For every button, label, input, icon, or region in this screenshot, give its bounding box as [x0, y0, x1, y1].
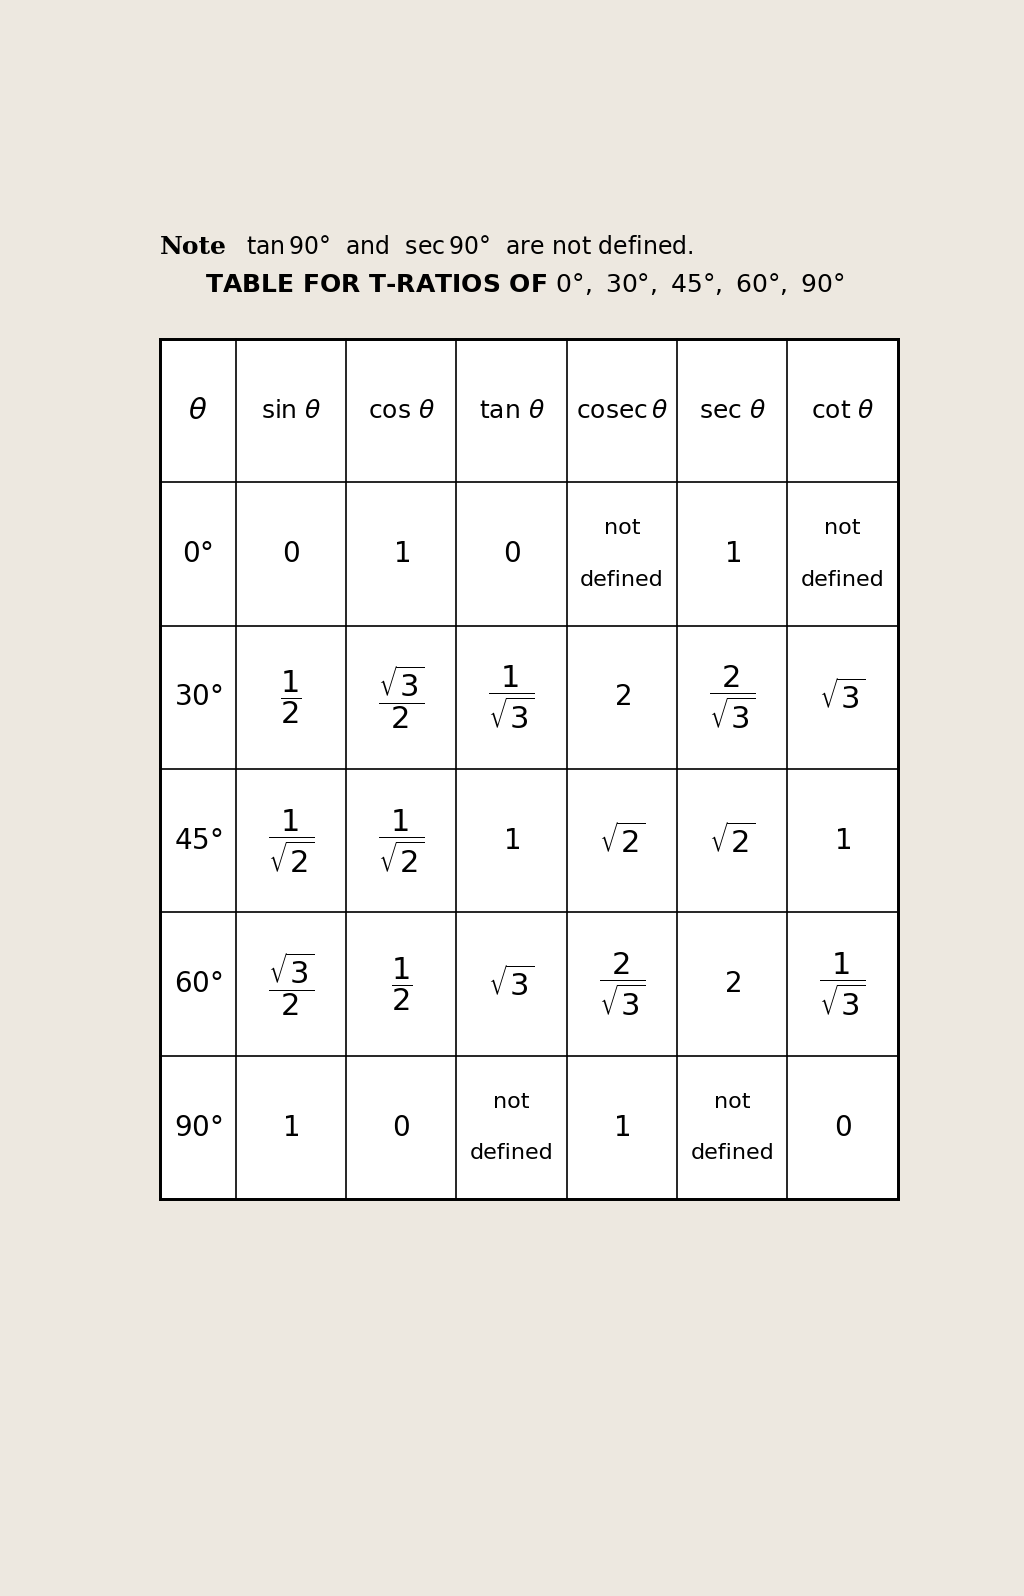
- Text: $2$: $2$: [724, 970, 740, 998]
- Text: $\sin\,\theta$: $\sin\,\theta$: [261, 399, 322, 423]
- Text: $60°$: $60°$: [173, 970, 222, 998]
- Text: $\tan\,\theta$: $\tan\,\theta$: [478, 399, 545, 423]
- Text: $45°$: $45°$: [173, 827, 222, 855]
- Text: defined: defined: [801, 570, 885, 591]
- Text: $\sqrt{2}$: $\sqrt{2}$: [710, 824, 756, 859]
- Text: defined: defined: [690, 1143, 774, 1163]
- Text: TABLE FOR T-RATIOS OF $0°,\ 30°,\ 45°,\ 60°,\ 90°$: TABLE FOR T-RATIOS OF $0°,\ 30°,\ 45°,\ …: [205, 271, 845, 297]
- Text: $0$: $0$: [503, 539, 520, 568]
- Text: $90°$: $90°$: [173, 1114, 222, 1141]
- Text: $0$: $0$: [834, 1114, 852, 1141]
- Text: $0$: $0$: [282, 539, 300, 568]
- Text: $\tan 90°$  and  $\sec 90°$  are not defined.: $\tan 90°$ and $\sec 90°$ are not define…: [231, 235, 694, 259]
- Text: $1$: $1$: [613, 1114, 631, 1141]
- Text: not: not: [494, 1092, 529, 1112]
- Text: $\dfrac{1}{\sqrt{2}}$: $\dfrac{1}{\sqrt{2}}$: [378, 808, 425, 875]
- Text: not: not: [714, 1092, 751, 1112]
- Text: $2$: $2$: [613, 683, 631, 712]
- Text: $1$: $1$: [503, 827, 520, 855]
- Text: $1$: $1$: [724, 539, 740, 568]
- Text: defined: defined: [581, 570, 664, 591]
- Text: $\dfrac{1}{\sqrt{2}}$: $\dfrac{1}{\sqrt{2}}$: [268, 808, 314, 875]
- Text: $\mathrm{cosec}\,\theta$: $\mathrm{cosec}\,\theta$: [575, 399, 668, 423]
- Text: $\sqrt{3}$: $\sqrt{3}$: [819, 680, 866, 715]
- Text: $1$: $1$: [283, 1114, 299, 1141]
- Text: $\cot\,\theta$: $\cot\,\theta$: [811, 399, 874, 423]
- Text: $\cos\,\theta$: $\cos\,\theta$: [368, 399, 435, 423]
- Text: $0$: $0$: [392, 1114, 411, 1141]
- Text: $\sec\,\theta$: $\sec\,\theta$: [698, 399, 766, 423]
- Text: defined: defined: [470, 1143, 554, 1163]
- Text: $\sqrt{3}$: $\sqrt{3}$: [488, 966, 535, 1002]
- Text: $\dfrac{\sqrt{3}}{2}$: $\dfrac{\sqrt{3}}{2}$: [268, 951, 314, 1018]
- Text: $\theta$: $\theta$: [188, 397, 208, 425]
- Text: Note: Note: [160, 235, 226, 259]
- Text: $\dfrac{1}{\sqrt{3}}$: $\dfrac{1}{\sqrt{3}}$: [488, 664, 535, 731]
- Text: $\dfrac{2}{\sqrt{3}}$: $\dfrac{2}{\sqrt{3}}$: [710, 664, 756, 731]
- Text: $\dfrac{1}{\sqrt{3}}$: $\dfrac{1}{\sqrt{3}}$: [819, 950, 866, 1018]
- Text: $1$: $1$: [835, 827, 851, 855]
- Text: $0°$: $0°$: [182, 539, 213, 568]
- Text: $\dfrac{1}{2}$: $\dfrac{1}{2}$: [281, 669, 302, 726]
- Text: $1$: $1$: [393, 539, 410, 568]
- Text: $\dfrac{\sqrt{3}}{2}$: $\dfrac{\sqrt{3}}{2}$: [378, 664, 425, 731]
- Text: $\dfrac{1}{2}$: $\dfrac{1}{2}$: [390, 956, 412, 1013]
- Text: not: not: [604, 519, 640, 538]
- Text: $\sqrt{2}$: $\sqrt{2}$: [599, 824, 645, 859]
- Text: $30°$: $30°$: [173, 683, 222, 712]
- Text: $\dfrac{2}{\sqrt{3}}$: $\dfrac{2}{\sqrt{3}}$: [599, 950, 645, 1018]
- Text: not: not: [824, 519, 861, 538]
